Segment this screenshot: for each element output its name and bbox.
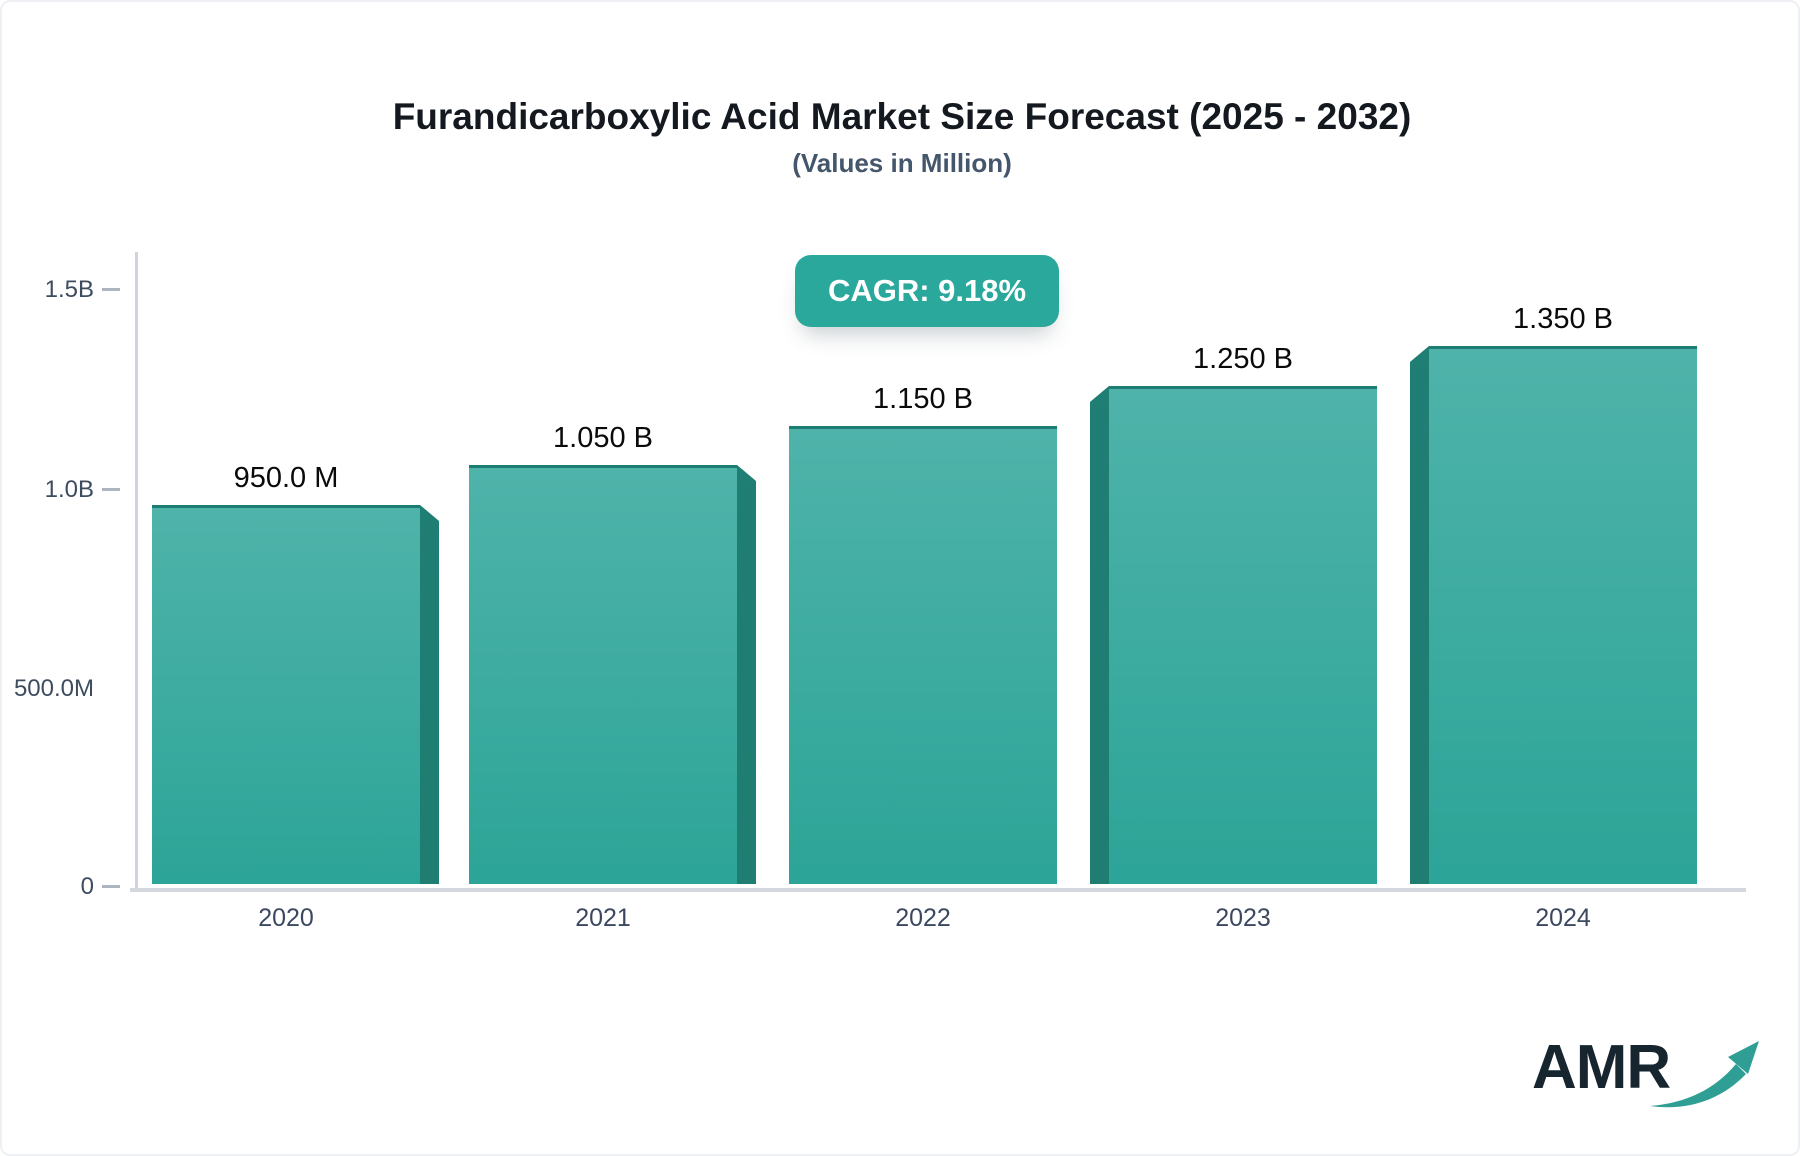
bar-3d-side <box>1090 386 1109 884</box>
chart-subtitle: (Values in Million) <box>792 148 1012 178</box>
bar-value-label: 1.050 B <box>553 422 653 454</box>
bar-3d-side <box>420 505 439 884</box>
bar-3d-side <box>737 465 756 884</box>
bar-value-label: 1.350 B <box>1513 303 1613 335</box>
x-axis-label: 2024 <box>1535 904 1591 932</box>
x-axis-label: 2022 <box>895 904 951 932</box>
bar-2021: 1.050 B <box>469 422 756 884</box>
bar-value-label: 950.0 M <box>233 462 339 494</box>
bar-value-label: 1.150 B <box>873 383 973 415</box>
y-tick-mark <box>102 488 120 491</box>
chart-title: Furandicarboxylic Acid Market Size Forec… <box>392 96 1412 137</box>
y-axis-line <box>135 252 138 890</box>
x-axis-line <box>130 888 1746 892</box>
y-axis-label: 500.0M <box>13 675 94 702</box>
x-axis-label: 2021 <box>575 904 631 932</box>
bar-3d-side <box>1410 346 1429 884</box>
y-axis-label: 1.5B <box>44 276 94 303</box>
y-axis-label: 0 <box>80 873 94 900</box>
bar-2024: 1.350 B <box>1410 303 1697 884</box>
cagr-badge: CAGR: 9.18% <box>795 255 1059 327</box>
growth-arrow-icon <box>1650 1041 1759 1108</box>
y-axis-label: 1.0B <box>44 476 94 503</box>
bar-2022: 1.150 B <box>789 383 1057 884</box>
y-tick-mark <box>102 885 120 888</box>
x-axis-label: 2023 <box>1215 904 1271 932</box>
bar-2023: 1.250 B <box>1090 343 1377 884</box>
bar-2020: 950.0 M <box>152 462 439 884</box>
y-tick-mark <box>102 288 120 291</box>
bar-value-label: 1.250 B <box>1193 343 1293 375</box>
amr-logo-text: AMR <box>1532 1033 1671 1102</box>
amr-logo: AMR <box>1532 1032 1762 1122</box>
x-axis-label: 2020 <box>258 904 314 932</box>
